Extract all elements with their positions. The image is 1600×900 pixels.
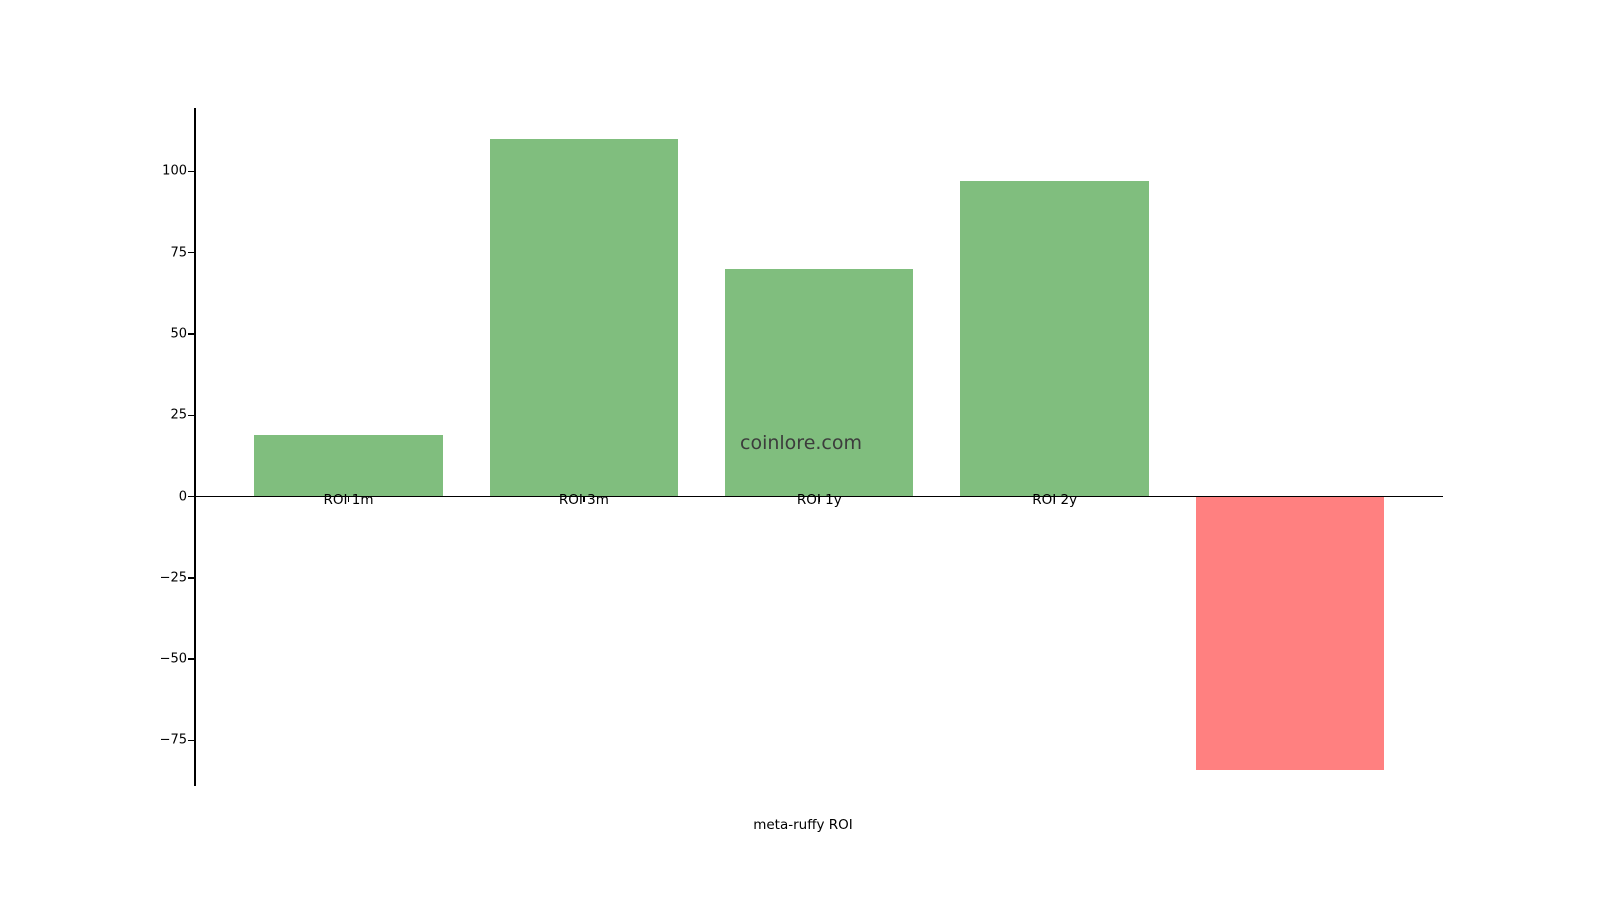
x-tick-label: ROI 2y (1032, 492, 1078, 508)
bar-roi-1m (254, 434, 443, 497)
bar-roi-2y (960, 181, 1149, 497)
y-axis-line (194, 108, 196, 786)
y-tick-label: −75 (159, 732, 187, 748)
y-axis-tick (188, 739, 194, 742)
x-axis-tick (1053, 496, 1056, 503)
y-tick-label: −25 (159, 570, 187, 586)
bar-roi-3m (489, 138, 679, 497)
watermark: coinlore.com (740, 432, 862, 454)
y-axis-tick (188, 414, 194, 417)
x-tick-label: ROI 3m (558, 492, 609, 508)
x-tick-label: ROI 1y (796, 492, 842, 508)
y-axis-tick (188, 333, 194, 335)
x-axis-tick (583, 496, 585, 503)
bar-unlabeled (1195, 496, 1385, 770)
x-axis-line (195, 495, 1443, 498)
chart-title: meta-ruffy ROI (753, 817, 853, 833)
y-tick-label: 0 (178, 489, 187, 505)
x-axis-tick (347, 496, 350, 503)
y-tick-label: 75 (170, 245, 187, 261)
y-tick-label: 100 (162, 163, 187, 179)
y-axis-tick (188, 170, 194, 173)
bar-roi-1y (725, 268, 914, 497)
x-tick-label: ROI 1m (323, 492, 374, 508)
x-axis-tick (818, 496, 820, 503)
y-tick-label: 25 (170, 407, 187, 423)
y-axis-tick (188, 251, 194, 254)
y-axis-tick (188, 658, 194, 660)
y-axis-tick (188, 495, 194, 498)
y-tick-label: −50 (159, 651, 187, 667)
y-tick-label: 50 (170, 326, 187, 342)
y-axis-tick (188, 577, 194, 579)
